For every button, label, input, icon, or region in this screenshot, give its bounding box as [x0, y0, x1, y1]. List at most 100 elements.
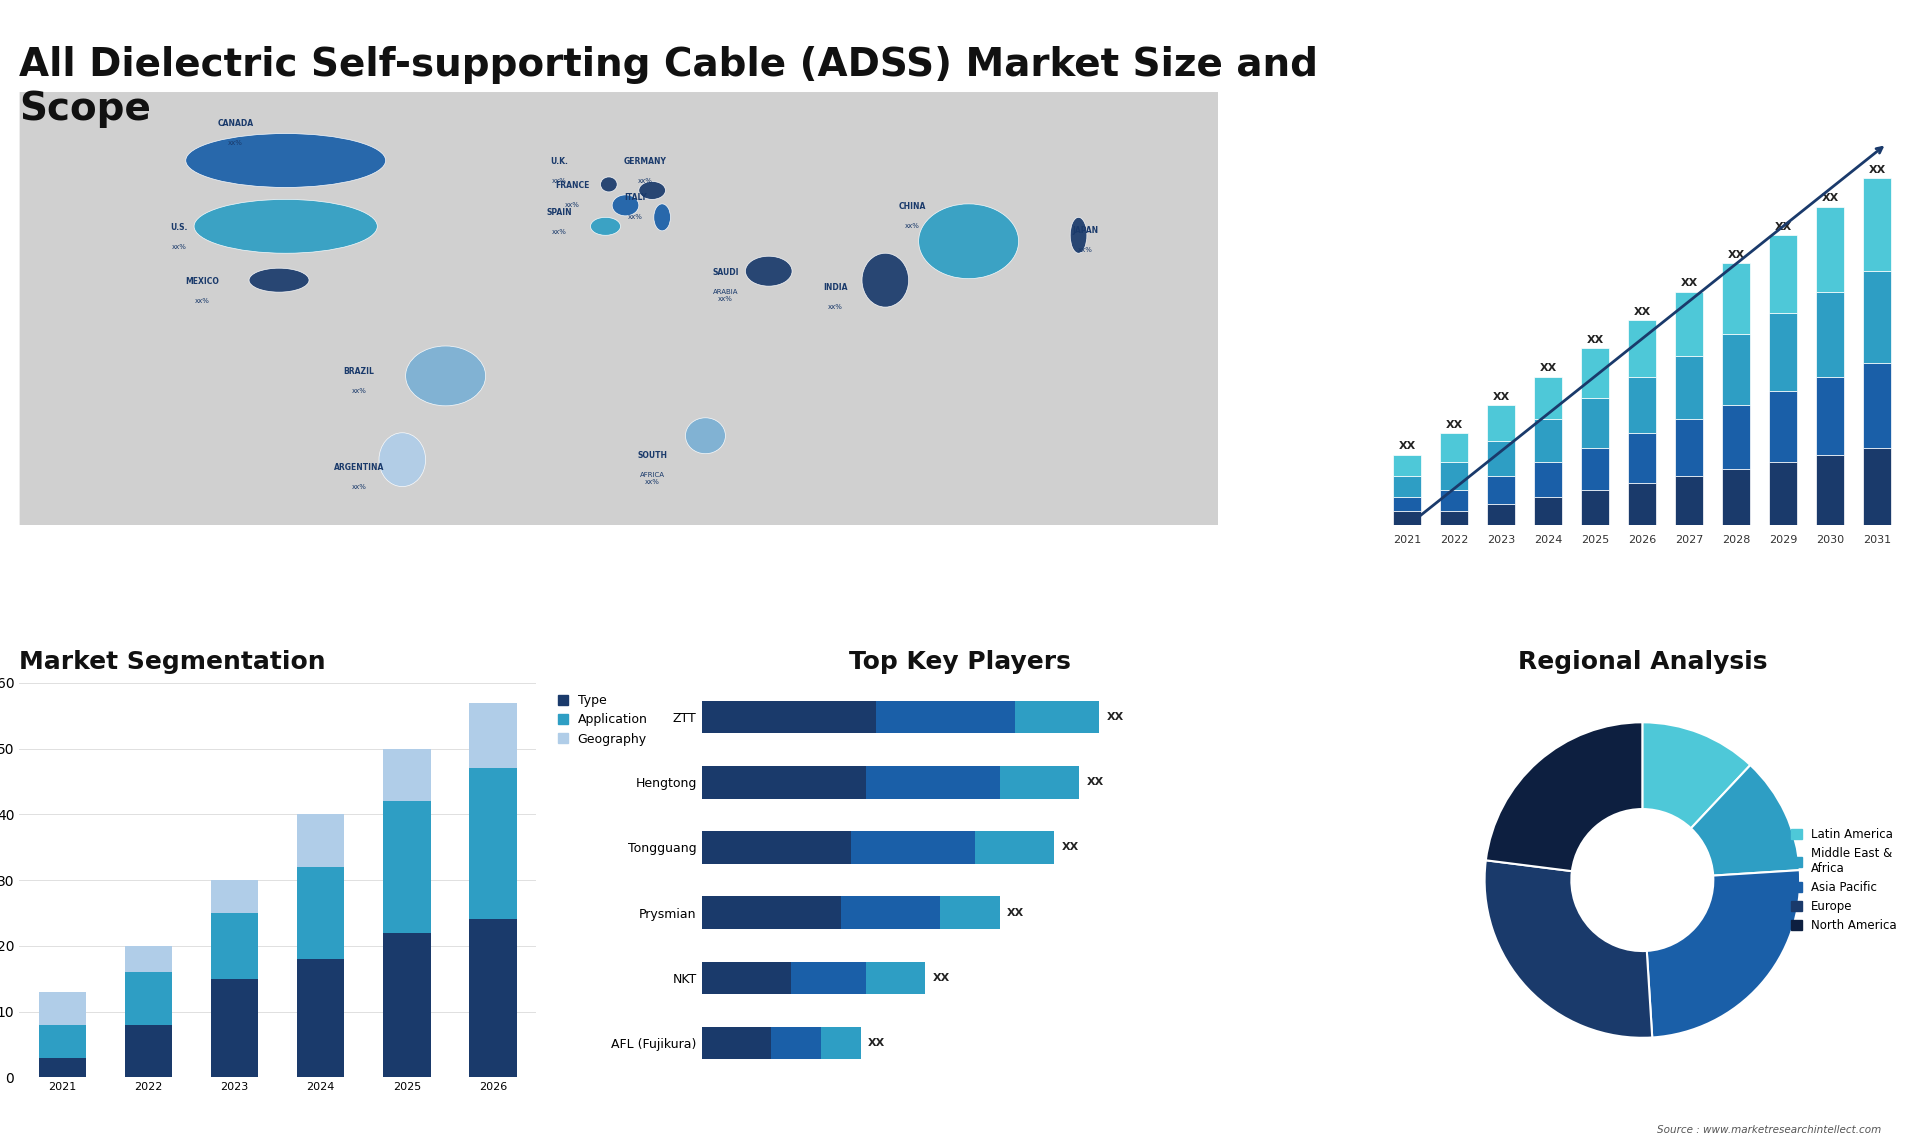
Text: XX: XX: [1400, 441, 1415, 452]
Bar: [1722, 405, 1751, 469]
Bar: [1722, 469, 1751, 526]
Legend: Latin America, Middle East &
Africa, Asia Pacific, Europe, North America: Latin America, Middle East & Africa, Asi…: [1786, 824, 1901, 936]
Text: XX: XX: [933, 973, 950, 983]
Bar: [866, 961, 925, 994]
Polygon shape: [1619, 31, 1753, 107]
Bar: [468, 919, 516, 1077]
Bar: [1394, 511, 1421, 526]
Bar: [1440, 511, 1469, 526]
Bar: [1676, 292, 1703, 355]
Bar: [851, 831, 975, 864]
Text: xx%: xx%: [351, 484, 367, 489]
Ellipse shape: [194, 199, 378, 253]
Text: XX: XX: [1586, 335, 1603, 345]
Bar: [125, 1025, 173, 1077]
Bar: [1488, 405, 1515, 440]
Bar: [876, 701, 1014, 733]
Bar: [772, 1027, 822, 1059]
Bar: [866, 766, 1000, 799]
FancyBboxPatch shape: [19, 92, 1219, 526]
Text: SOUTH: SOUTH: [637, 450, 666, 460]
Bar: [1722, 335, 1751, 405]
Title: Top Key Players: Top Key Players: [849, 650, 1071, 674]
Wedge shape: [1484, 861, 1653, 1038]
Text: xx%: xx%: [351, 387, 367, 394]
Bar: [1440, 433, 1469, 462]
Text: MEXICO: MEXICO: [186, 277, 219, 286]
Text: xx%: xx%: [904, 223, 920, 229]
Bar: [211, 979, 259, 1077]
Bar: [38, 1025, 86, 1058]
Bar: [1816, 377, 1845, 455]
Bar: [841, 896, 941, 929]
Bar: [941, 896, 1000, 929]
Wedge shape: [1692, 766, 1799, 876]
Bar: [701, 831, 851, 864]
Bar: [468, 768, 516, 919]
Ellipse shape: [601, 176, 616, 191]
Text: All Dielectric Self-supporting Cable (ADSS) Market Size and
Scope: All Dielectric Self-supporting Cable (AD…: [19, 46, 1319, 128]
Text: xx%: xx%: [171, 244, 186, 250]
Bar: [125, 945, 173, 972]
Bar: [1628, 433, 1657, 482]
Bar: [1768, 391, 1797, 462]
Bar: [701, 701, 876, 733]
Text: FRANCE: FRANCE: [555, 181, 589, 190]
Text: Source : www.marketresearchintellect.com: Source : www.marketresearchintellect.com: [1657, 1124, 1882, 1135]
Bar: [1582, 448, 1609, 490]
Bar: [1768, 462, 1797, 526]
Text: SAUDI: SAUDI: [712, 268, 739, 277]
Bar: [701, 1027, 772, 1059]
Bar: [1582, 348, 1609, 398]
Bar: [1768, 235, 1797, 313]
Bar: [1676, 355, 1703, 419]
Wedge shape: [1642, 722, 1751, 829]
Ellipse shape: [378, 433, 426, 487]
Bar: [1488, 440, 1515, 476]
Bar: [384, 801, 430, 933]
Bar: [1582, 398, 1609, 448]
Text: U.K.: U.K.: [549, 157, 568, 166]
Text: XX: XX: [1868, 165, 1885, 175]
Bar: [468, 702, 516, 768]
Bar: [298, 815, 344, 866]
Bar: [1862, 362, 1891, 448]
Legend: Type, Application, Geography: Type, Application, Geography: [553, 689, 653, 751]
Text: xx%: xx%: [637, 179, 653, 185]
Wedge shape: [1486, 722, 1642, 871]
Text: XX: XX: [1774, 221, 1791, 231]
Text: xx%: xx%: [228, 140, 244, 146]
Text: CANADA: CANADA: [217, 118, 253, 127]
Bar: [1014, 701, 1098, 733]
Bar: [1676, 476, 1703, 526]
Bar: [384, 933, 430, 1077]
Text: XX: XX: [1087, 777, 1104, 787]
Bar: [1534, 497, 1563, 526]
Bar: [1440, 462, 1469, 490]
Text: AFRICA
xx%: AFRICA xx%: [639, 472, 664, 485]
Text: XX: XX: [1062, 842, 1079, 853]
Bar: [1488, 476, 1515, 504]
Bar: [1862, 179, 1891, 270]
Bar: [1000, 766, 1079, 799]
Ellipse shape: [405, 346, 486, 406]
Bar: [1862, 448, 1891, 526]
Text: XX: XX: [1492, 392, 1509, 401]
Text: XX: XX: [1008, 908, 1025, 918]
Text: XX: XX: [1822, 194, 1839, 203]
Bar: [1628, 377, 1657, 433]
Text: XX: XX: [1446, 419, 1463, 430]
Text: GERMANY: GERMANY: [624, 157, 666, 166]
Text: CHINA: CHINA: [899, 203, 925, 211]
Bar: [38, 991, 86, 1025]
Bar: [1768, 313, 1797, 391]
Bar: [1862, 270, 1891, 362]
Text: XX: XX: [1728, 250, 1745, 260]
Text: XX: XX: [868, 1038, 885, 1047]
Ellipse shape: [250, 268, 309, 292]
Bar: [1816, 206, 1845, 292]
Bar: [298, 866, 344, 959]
Bar: [298, 959, 344, 1077]
Bar: [1440, 490, 1469, 511]
Text: U.S.: U.S.: [171, 223, 188, 233]
